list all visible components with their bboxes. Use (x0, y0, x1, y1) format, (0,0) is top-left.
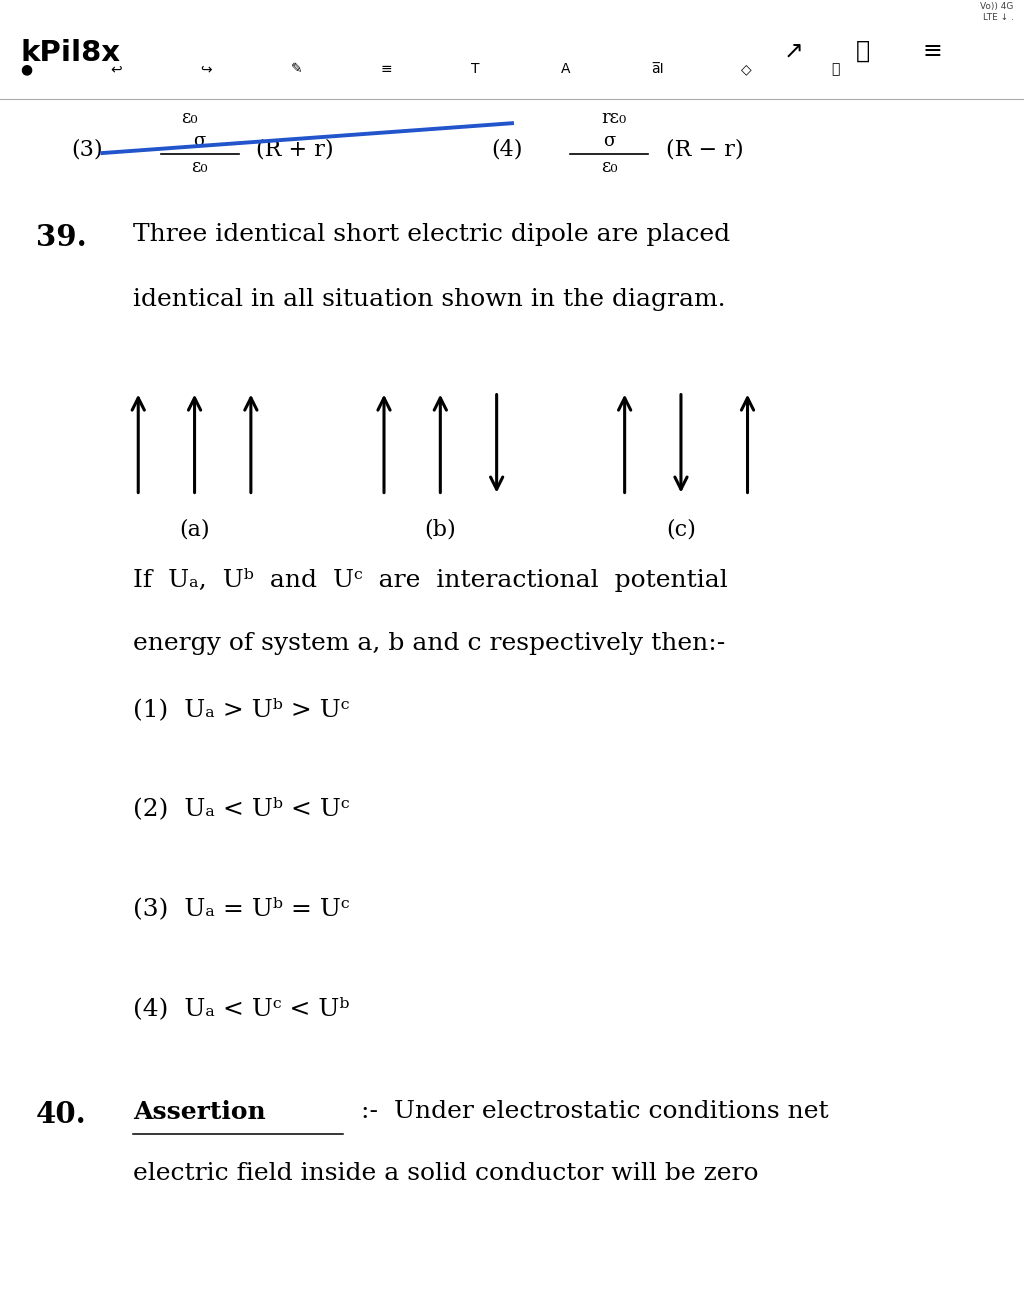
Text: (a): (a) (179, 519, 210, 541)
Text: (3)  Uₐ = Uᵇ = Uᶜ: (3) Uₐ = Uᵇ = Uᶜ (133, 898, 349, 921)
Text: ≡: ≡ (381, 62, 392, 77)
Text: ↗: ↗ (783, 39, 804, 64)
Text: Vo)) 4G
LTE ↓ .: Vo)) 4G LTE ↓ . (980, 3, 1014, 22)
Text: (2)  Uₐ < Uᵇ < Uᶜ: (2) Uₐ < Uᵇ < Uᶜ (133, 798, 349, 821)
Text: T: T (471, 62, 479, 77)
Text: kPil8x: kPil8x (20, 39, 121, 67)
Text: (b): (b) (424, 519, 457, 541)
Text: σ: σ (603, 132, 615, 150)
Text: σ: σ (194, 132, 206, 150)
Text: (1)  Uₐ > Uᵇ > Uᶜ: (1) Uₐ > Uᵇ > Uᶜ (133, 698, 349, 721)
Text: (c): (c) (666, 519, 696, 541)
Text: (R − r): (R − r) (666, 139, 743, 161)
Text: ◇: ◇ (741, 62, 752, 77)
Text: (4): (4) (492, 139, 523, 161)
Text: ⎕: ⎕ (856, 39, 870, 64)
Text: ε₀: ε₀ (601, 158, 617, 176)
Text: rε₀: rε₀ (602, 109, 627, 127)
Text: ↪: ↪ (201, 62, 212, 77)
Text: ≡: ≡ (923, 39, 943, 64)
Text: 40.: 40. (36, 1100, 87, 1128)
Text: identical in all situation shown in the diagram.: identical in all situation shown in the … (133, 288, 726, 311)
Text: 39.: 39. (36, 223, 87, 252)
Text: 🔒: 🔒 (831, 62, 840, 77)
Text: ●: ● (20, 62, 33, 77)
Text: (R + r): (R + r) (256, 139, 334, 161)
Text: Assertion: Assertion (133, 1100, 266, 1124)
Text: (3): (3) (72, 139, 103, 161)
Text: Three identical short electric dipole are placed: Three identical short electric dipole ar… (133, 223, 730, 246)
Text: energy of system a, b and c respectively then:-: energy of system a, b and c respectively… (133, 632, 725, 655)
Text: :-  Under electrostatic conditions net: :- Under electrostatic conditions net (353, 1100, 828, 1123)
Text: ↩: ↩ (111, 62, 122, 77)
Text: a̅I: a̅I (651, 62, 664, 77)
Text: If  Uₐ,  Uᵇ  and  Uᶜ  are  interactional  potential: If Uₐ, Uᵇ and Uᶜ are interactional poten… (133, 568, 728, 593)
Text: electric field inside a solid conductor will be zero: electric field inside a solid conductor … (133, 1162, 759, 1185)
Text: A: A (561, 62, 570, 77)
Text: ε₀: ε₀ (191, 158, 208, 176)
Text: ε₀: ε₀ (181, 109, 198, 127)
Text: (4)  Uₐ < Uᶜ < Uᵇ: (4) Uₐ < Uᶜ < Uᵇ (133, 997, 349, 1021)
Text: ✎: ✎ (291, 62, 302, 77)
